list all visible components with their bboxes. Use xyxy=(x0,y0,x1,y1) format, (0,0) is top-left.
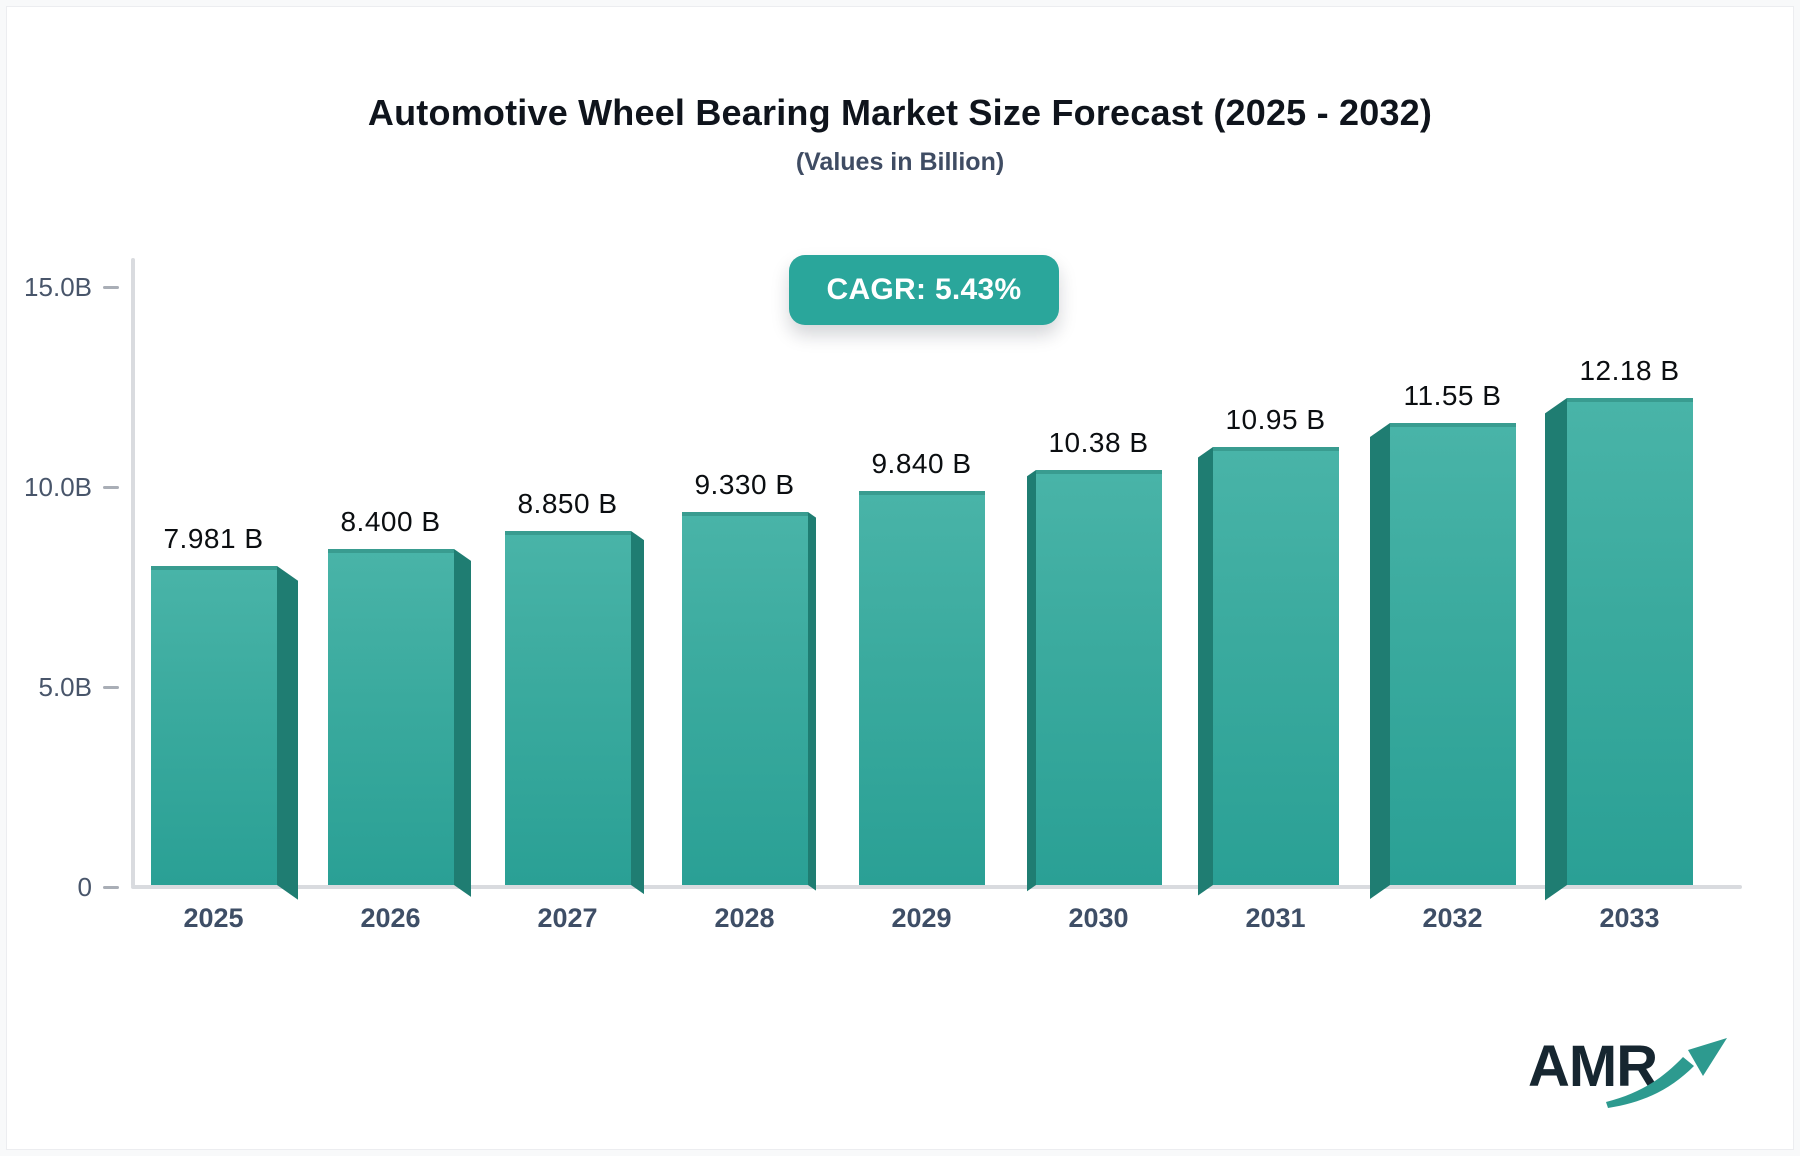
y-tick-mark xyxy=(103,485,119,489)
x-tick-label: 2030 xyxy=(1068,903,1129,933)
amr-logo-text: AMR xyxy=(1528,1034,1658,1099)
bar-2032[interactable] xyxy=(1369,423,1516,900)
bar-value-label: 10.38 B xyxy=(1048,427,1149,458)
bar-value-label: 8.850 B xyxy=(517,488,618,519)
x-tick-label: 2026 xyxy=(360,903,421,933)
bar-side-face xyxy=(453,549,471,897)
x-axis-line xyxy=(131,885,1742,889)
x-tick-label: 2033 xyxy=(1599,903,1660,933)
chart-subtitle: (Values in Billion) xyxy=(795,148,1005,176)
bar-2025[interactable] xyxy=(150,566,298,900)
y-tick-label: 10.0B xyxy=(24,472,92,502)
y-tick-mark xyxy=(103,885,119,889)
bar-side-face xyxy=(276,566,298,900)
chart-title: Automotive Wheel Bearing Market Size For… xyxy=(367,92,1433,133)
growth-arrow-icon xyxy=(1606,1038,1727,1108)
bar-side-face xyxy=(1026,470,1036,892)
x-tick-label: 2027 xyxy=(537,903,598,933)
bar-side-face xyxy=(1369,423,1390,900)
bar-2030[interactable] xyxy=(1026,470,1162,892)
bar-2033[interactable] xyxy=(1544,398,1693,901)
y-tick-label: 15.0B xyxy=(24,272,92,302)
x-tick-label: 2025 xyxy=(183,903,244,933)
x-tick-label: 2031 xyxy=(1245,903,1306,933)
bar-value-label: 11.55 B xyxy=(1403,380,1502,411)
y-tick-label: 0 xyxy=(77,872,92,902)
bar-2029[interactable] xyxy=(858,491,985,885)
y-tick-label: 5.0B xyxy=(38,672,93,702)
bar-side-face xyxy=(1544,398,1567,901)
bar-2026[interactable] xyxy=(327,549,471,897)
bar-value-label: 7.981 B xyxy=(163,523,264,554)
bar-value-label: 8.400 B xyxy=(340,506,441,537)
bar-value-label: 10.95 B xyxy=(1225,404,1326,435)
x-tick-label: 2032 xyxy=(1422,903,1483,933)
y-axis-line xyxy=(131,258,135,887)
y-tick-mark xyxy=(103,285,119,289)
bar-value-label: 12.18 B xyxy=(1579,355,1680,386)
cagr-badge: CAGR: 5.43% xyxy=(789,255,1059,325)
bar-2027[interactable] xyxy=(504,531,644,895)
cagr-badge-label: CAGR: 5.43% xyxy=(826,273,1022,306)
bar-2031[interactable] xyxy=(1197,447,1339,896)
bar-value-label: 9.330 B xyxy=(694,469,795,500)
amr-logo: AMR xyxy=(1528,1030,1748,1125)
y-tick-mark xyxy=(103,685,119,689)
bar-2028[interactable] xyxy=(681,512,816,891)
bar-side-face xyxy=(1197,447,1213,896)
x-tick-label: 2029 xyxy=(891,903,952,933)
bar-value-label: 9.840 B xyxy=(871,448,972,479)
bar-side-face xyxy=(807,512,816,891)
x-tick-label: 2028 xyxy=(714,903,775,933)
bar-side-face xyxy=(630,531,644,895)
